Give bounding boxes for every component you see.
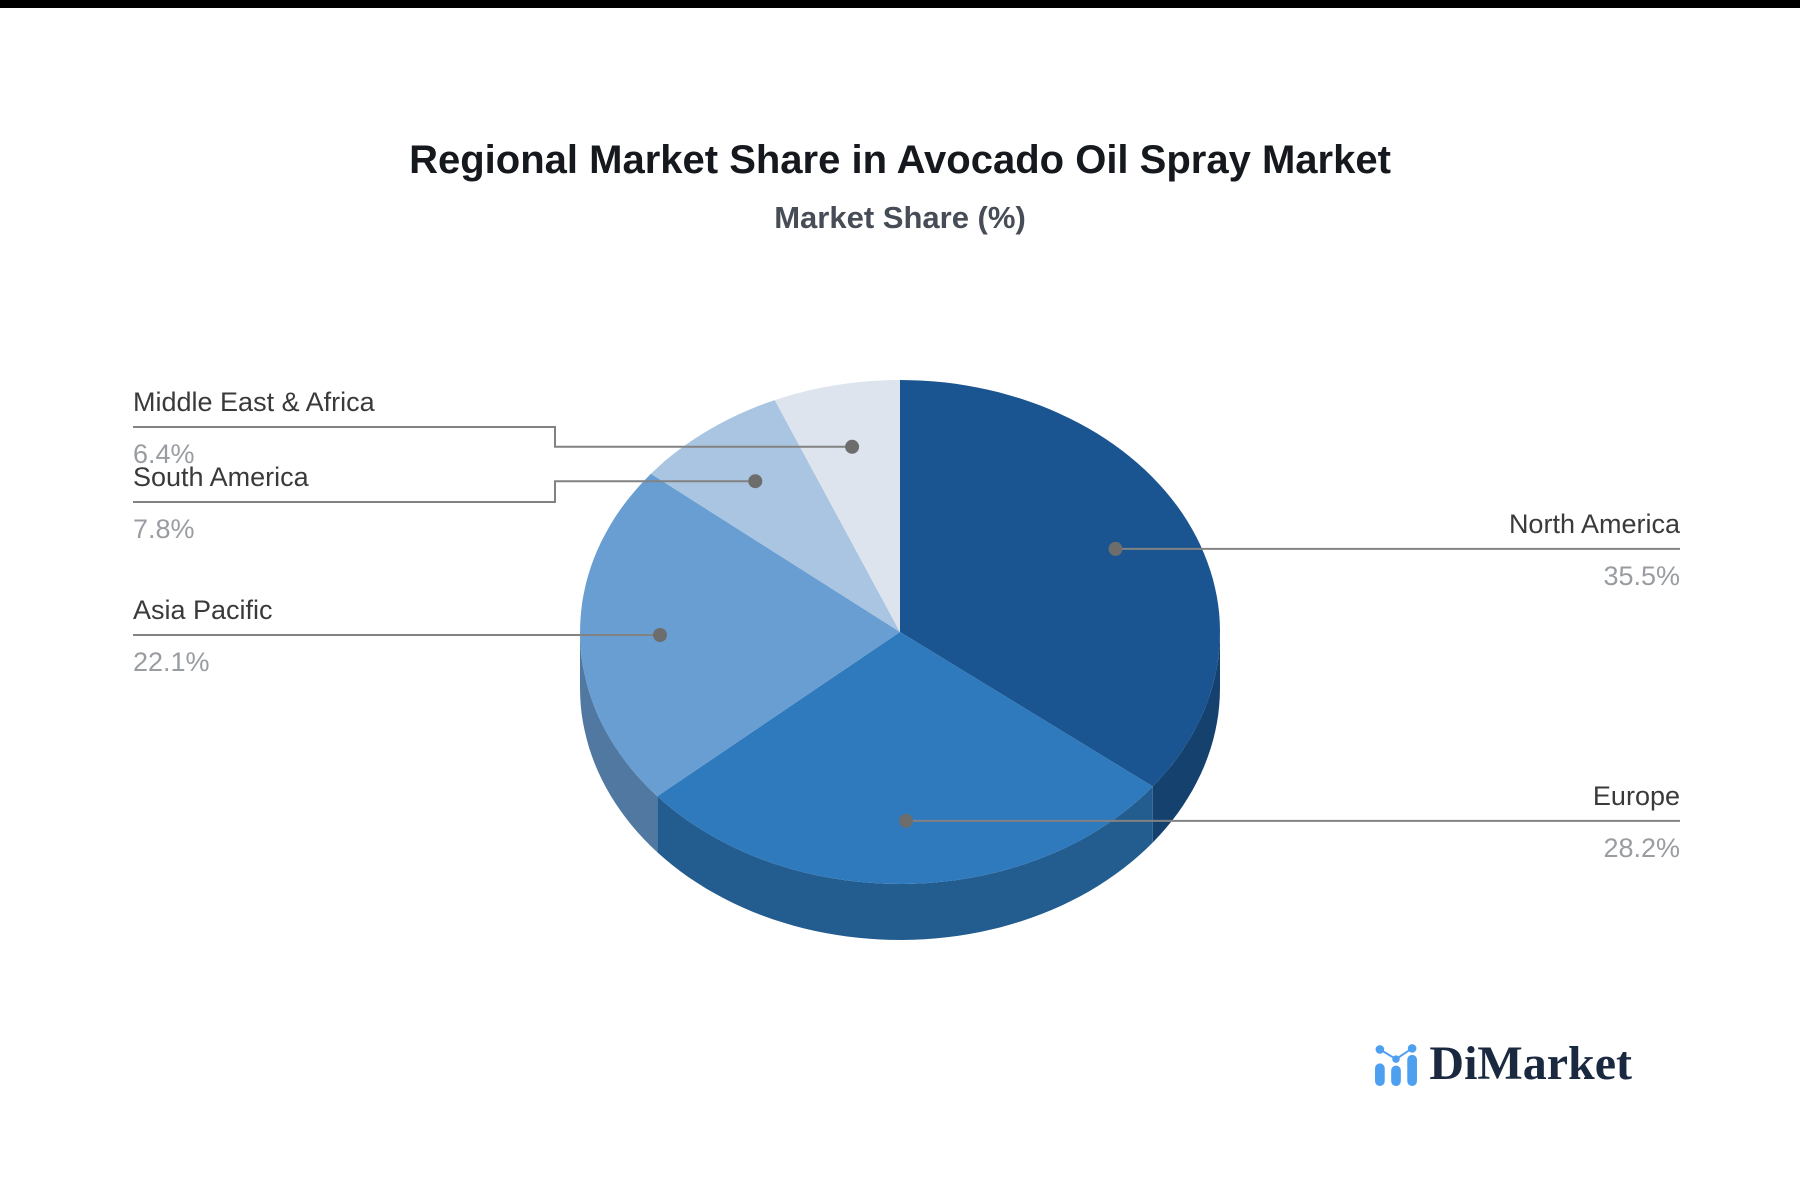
top-border-bar: [0, 0, 1800, 8]
pie-slice-north-america[interactable]: [900, 380, 1220, 787]
pie-slice-asia-pacific[interactable]: [580, 473, 900, 797]
dimarket-logo: DiMarket: [1375, 1040, 1632, 1088]
leader-dot-middle-east-africa: [845, 439, 860, 454]
slice-label-name: North America: [1508, 508, 1680, 539]
slice-label-europe: Europe 28.2%: [1593, 779, 1680, 865]
slice-label-north-america: North America 35.5%: [1509, 507, 1680, 593]
slice-label-name: Europe: [1592, 780, 1680, 811]
slice-label-value: 28.2%: [1603, 832, 1680, 863]
pie-slice-side-europe: [657, 786, 1153, 940]
chart-subtitle: Market Share (%): [774, 200, 1026, 235]
dimarket-logo-icon: [1375, 1043, 1418, 1086]
slice-label-name: South America: [133, 462, 309, 492]
chart-title: Regional Market Share in Avocado Oil Spr…: [409, 138, 1391, 182]
slice-label-asia-pacific: Asia Pacific 22.1%: [133, 593, 273, 679]
slice-label-south-america: South America 7.8%: [133, 460, 309, 546]
pie-slice-side-north-america: [1152, 632, 1220, 843]
slice-label-value: 7.8%: [133, 514, 195, 544]
slice-label-value: 22.1%: [133, 646, 210, 677]
leader-dot-north-america: [1108, 541, 1123, 556]
pie-slice-south-america[interactable]: [650, 400, 900, 632]
leader-dot-europe: [899, 813, 913, 828]
pie-slice-middle-east-africa[interactable]: [774, 380, 900, 632]
pie-slice-side-asia-pacific: [580, 632, 658, 853]
slice-label-value: 35.5%: [1603, 560, 1680, 591]
leader-dot-asia-pacific: [653, 628, 667, 642]
dimarket-logo-text: DiMarket: [1429, 1037, 1632, 1090]
leader-line-south-america: [133, 480, 756, 503]
leader-line-middle-east-africa: [133, 426, 853, 448]
leader-dot-south-america: [748, 474, 763, 489]
slice-label-name: Asia Pacific: [133, 594, 273, 625]
slice-label-value: 6.4%: [133, 439, 195, 469]
slice-label-name: Middle East & Africa: [133, 387, 375, 417]
slice-label-middle-east-africa: Middle East & Africa 6.4%: [133, 385, 375, 471]
